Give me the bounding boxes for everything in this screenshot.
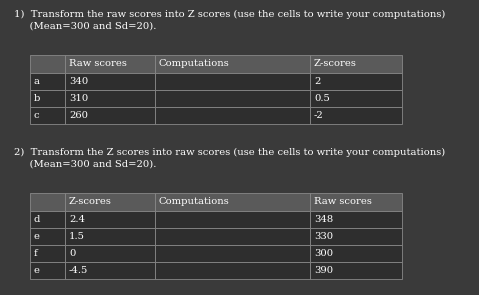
Text: 1.5: 1.5 [69, 232, 85, 241]
Bar [155, 107, 310, 124]
Text: Z-scores: Z-scores [314, 60, 357, 68]
Bar [65, 262, 155, 279]
Text: 2.4: 2.4 [69, 215, 85, 224]
Bar [155, 211, 310, 228]
Bar [30, 228, 65, 245]
Text: 340: 340 [69, 77, 88, 86]
Bar [65, 245, 155, 262]
Text: f: f [34, 249, 38, 258]
Text: (Mean=300 and Sd=20).: (Mean=300 and Sd=20). [14, 160, 156, 169]
Bar [65, 55, 155, 73]
Text: e: e [34, 266, 40, 275]
Bar [30, 73, 65, 90]
Bar [30, 211, 65, 228]
Text: 0: 0 [69, 249, 75, 258]
Bar [310, 211, 402, 228]
Bar [30, 90, 65, 107]
Text: -2: -2 [314, 111, 324, 120]
Text: 2)  Transform the Z scores into raw scores (use the cells to write your computat: 2) Transform the Z scores into raw score… [14, 148, 445, 157]
Text: 330: 330 [314, 232, 333, 241]
Bar [155, 262, 310, 279]
Bar [155, 73, 310, 90]
Text: Raw scores: Raw scores [314, 197, 372, 206]
Bar [30, 107, 65, 124]
Bar [65, 228, 155, 245]
Bar [30, 245, 65, 262]
Bar [310, 245, 402, 262]
Bar [155, 193, 310, 211]
Bar [155, 228, 310, 245]
Bar [310, 55, 402, 73]
Text: 1)  Transform the raw scores into Z scores (use the cells to write your computat: 1) Transform the raw scores into Z score… [14, 10, 445, 19]
Text: 2: 2 [314, 77, 320, 86]
Bar [155, 55, 310, 73]
Bar [65, 211, 155, 228]
Bar [310, 193, 402, 211]
Text: a: a [34, 77, 40, 86]
Text: 0.5: 0.5 [314, 94, 330, 103]
Text: c: c [34, 111, 40, 120]
Bar [310, 228, 402, 245]
Bar [65, 193, 155, 211]
Text: 310: 310 [69, 94, 88, 103]
Bar [65, 90, 155, 107]
Bar [30, 262, 65, 279]
Text: Computations: Computations [159, 60, 230, 68]
Text: 300: 300 [314, 249, 333, 258]
Text: Raw scores: Raw scores [69, 60, 127, 68]
Text: b: b [34, 94, 40, 103]
Bar [65, 107, 155, 124]
Text: -4.5: -4.5 [69, 266, 88, 275]
Text: e: e [34, 232, 40, 241]
Text: 390: 390 [314, 266, 333, 275]
Text: Z-scores: Z-scores [69, 197, 112, 206]
Bar [310, 262, 402, 279]
Text: d: d [34, 215, 40, 224]
Text: 260: 260 [69, 111, 88, 120]
Bar [65, 73, 155, 90]
Bar [155, 245, 310, 262]
Text: Computations: Computations [159, 197, 230, 206]
Bar [310, 73, 402, 90]
Bar [310, 107, 402, 124]
Bar [30, 55, 65, 73]
Bar [310, 90, 402, 107]
Text: (Mean=300 and Sd=20).: (Mean=300 and Sd=20). [14, 22, 156, 31]
Text: 348: 348 [314, 215, 333, 224]
Bar [155, 90, 310, 107]
Bar [30, 193, 65, 211]
